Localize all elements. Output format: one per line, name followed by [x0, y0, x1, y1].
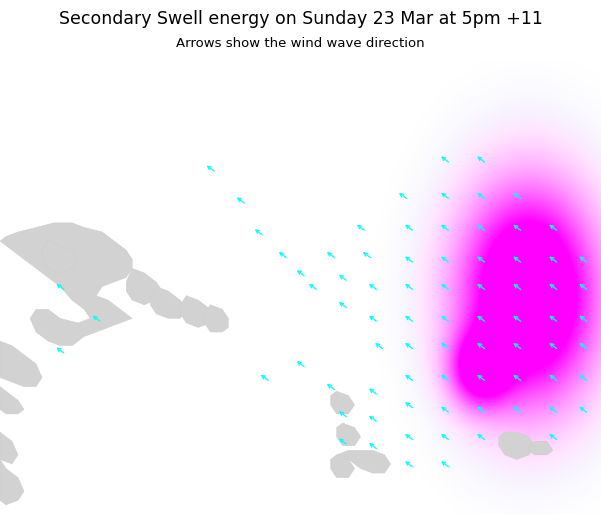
Text: Secondary Swell energy on Sunday 23 Mar at 5pm +11: Secondary Swell energy on Sunday 23 Mar …	[58, 10, 543, 28]
Polygon shape	[0, 223, 132, 346]
Polygon shape	[0, 341, 42, 387]
Polygon shape	[331, 455, 355, 478]
Polygon shape	[499, 432, 535, 460]
Polygon shape	[180, 296, 216, 327]
Polygon shape	[204, 305, 228, 332]
Polygon shape	[0, 387, 24, 414]
Polygon shape	[0, 460, 24, 505]
Text: Arrows show the wind wave direction: Arrows show the wind wave direction	[176, 37, 425, 50]
Polygon shape	[150, 287, 186, 318]
Polygon shape	[331, 391, 355, 414]
Polygon shape	[42, 241, 78, 273]
Polygon shape	[0, 432, 18, 464]
Polygon shape	[529, 441, 553, 455]
Polygon shape	[337, 423, 361, 446]
Polygon shape	[126, 268, 162, 305]
Polygon shape	[337, 450, 391, 473]
